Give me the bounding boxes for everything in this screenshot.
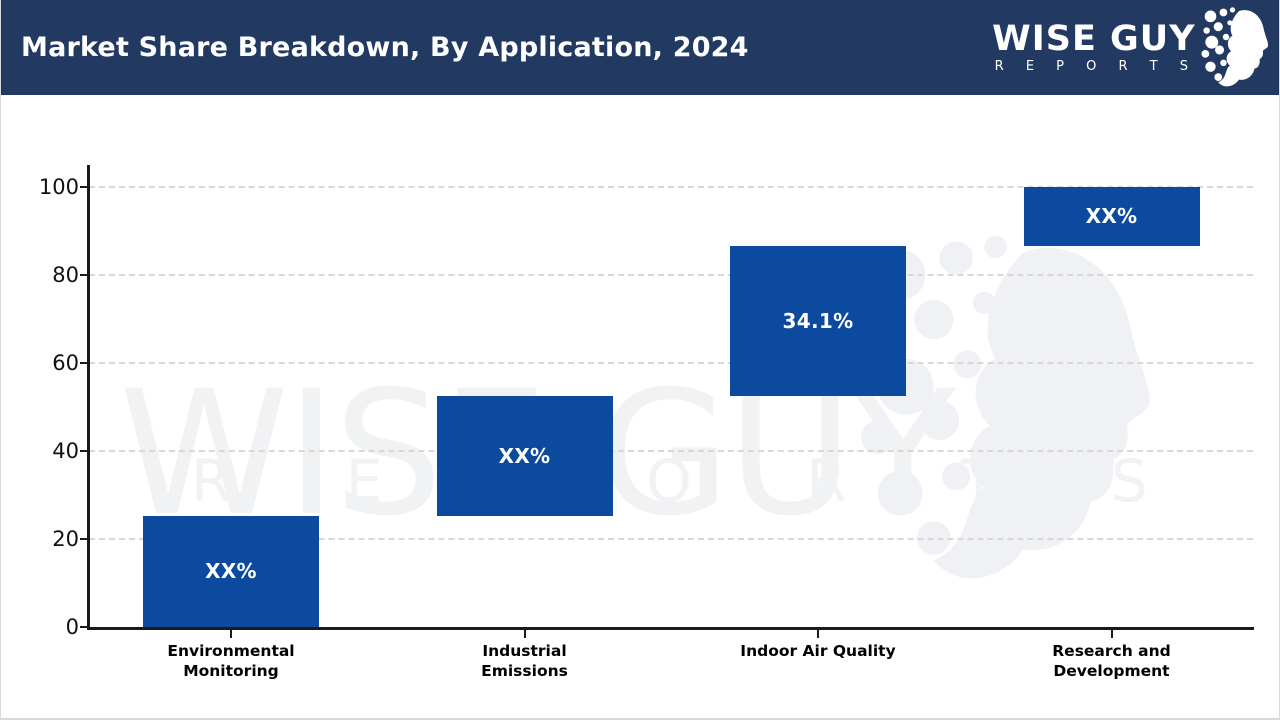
logo-wordmark: WISE GUY: [992, 18, 1196, 59]
bar-research-and-development: XX%: [1023, 187, 1200, 246]
y-tick-mark-80: [80, 274, 88, 276]
gridline-40: [89, 450, 1253, 452]
y-tick-label-40: 40: [52, 439, 79, 463]
dotted-head-icon: [1201, 6, 1269, 86]
y-tick-label-60: 60: [52, 351, 79, 375]
y-tick-mark-100: [80, 186, 88, 188]
header-band: Market Share Breakdown, By Application, …: [1, 0, 1279, 95]
bar-value-label: 34.1%: [782, 308, 854, 333]
category-label-indoor-air-quality: Indoor Air Quality: [740, 642, 896, 660]
x-tick-mark-3: [1110, 630, 1113, 638]
x-tick-mark-2: [817, 630, 819, 638]
wise-guy-reports-logo: WISE GUY R E P O R T S: [991, 6, 1279, 90]
y-tick-mark-40: [80, 450, 88, 452]
x-tick-mark-1: [523, 630, 526, 638]
gridline-100: [89, 186, 1253, 188]
gridline-20: [89, 538, 1253, 540]
x-tick-mark-0: [230, 630, 232, 638]
y-tick-label-100: 100: [38, 175, 79, 199]
y-tick-mark-0: [80, 626, 88, 628]
category-label-industrial-emissions: Industrial Emissions: [481, 642, 568, 681]
bar-industrial-emissions: XX%: [436, 395, 613, 516]
y-tick-mark-60: [80, 362, 88, 364]
page-title: Market Share Breakdown, By Application, …: [21, 32, 749, 63]
logo-subtitle: R E P O R T S: [994, 58, 1197, 74]
y-tick-label-20: 20: [52, 527, 79, 551]
y-tick-label-0: 0: [65, 615, 79, 639]
category-label-environmental-monitoring: Environmental Monitoring: [167, 642, 295, 681]
y-tick-mark-20: [80, 538, 88, 540]
gridline-60: [89, 362, 1253, 364]
bar-environmental-monitoring: XX%: [143, 515, 319, 627]
bar-indoor-air-quality: 34.1%: [730, 245, 906, 396]
y-axis-line: [87, 165, 90, 628]
y-tick-label-80: 80: [52, 263, 79, 287]
bar-value-label: XX%: [205, 559, 257, 584]
x-axis-line: [87, 627, 1254, 630]
bar-value-label: XX%: [498, 443, 551, 468]
logo-text: WISE GUY R E P O R T S: [991, 18, 1197, 74]
bar-value-label: XX%: [1085, 204, 1138, 229]
category-label-research-and-development: Research and Development: [1052, 642, 1171, 681]
gridline-80: [89, 274, 1253, 276]
